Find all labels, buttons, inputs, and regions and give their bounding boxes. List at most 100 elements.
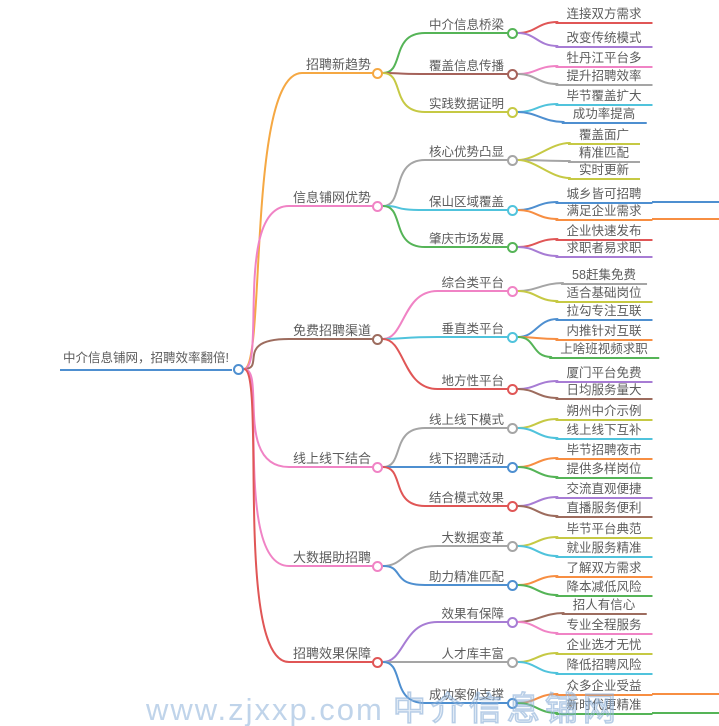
leaf-node[interactable]: 提供多样岗位 — [555, 462, 653, 479]
leaf-node[interactable]: 企业选才无忧 — [555, 638, 653, 655]
subbranch-node[interactable]: 效果有保障 — [441, 607, 504, 621]
connector-line — [382, 205, 508, 248]
connector-line — [382, 32, 508, 74]
subbranch-collapse-dot[interactable] — [506, 241, 518, 253]
subbranch-node[interactable]: 肇庆市场发展 — [428, 232, 504, 246]
branch-node[interactable]: 信息铺网优势 — [292, 190, 371, 205]
subbranch-node[interactable]: 保山区域覆盖 — [428, 195, 504, 209]
leaf-node[interactable]: 成功率提高 — [561, 107, 647, 124]
branch-node[interactable]: 招聘新趋势 — [305, 57, 371, 72]
subbranch-node[interactable]: 成功案例支撑 — [428, 688, 504, 702]
connector-line — [517, 159, 571, 179]
subbranch-node[interactable]: 实践数据证明 — [428, 97, 504, 111]
subbranch-collapse-dot[interactable] — [506, 461, 518, 473]
leaf-node[interactable]: 改变传统模式 — [555, 31, 653, 48]
subbranch-collapse-dot[interactable] — [506, 285, 518, 297]
subbranch-node[interactable]: 结合模式效果 — [428, 491, 504, 505]
subbranch-node[interactable]: 人才库丰富 — [441, 647, 504, 661]
subbranch-node[interactable]: 中介信息桥梁 — [428, 18, 504, 32]
branch-collapse-dot[interactable] — [371, 67, 383, 79]
leaf-node[interactable]: 精准匹配 — [567, 146, 641, 163]
connector-line — [517, 65, 559, 75]
subbranch-collapse-dot[interactable] — [506, 422, 518, 434]
connector-line — [382, 205, 508, 211]
subbranch-collapse-dot[interactable] — [506, 656, 518, 668]
subbranch-collapse-dot[interactable] — [506, 331, 518, 343]
branch-collapse-dot[interactable] — [371, 333, 383, 345]
leaf-node[interactable]: 牡丹江平台多 — [555, 51, 653, 68]
leaf-node[interactable]: 众多企业受益 — [555, 679, 653, 696]
subbranch-node[interactable]: 助力精准匹配 — [428, 570, 504, 584]
leaf-node[interactable]: 厦门平台免费 — [555, 366, 653, 383]
subbranch-collapse-dot[interactable] — [506, 579, 518, 591]
leaf-node[interactable]: 毕节覆盖扩大 — [555, 89, 653, 106]
leaf-node[interactable]: 企业快速发布 — [555, 224, 653, 241]
connector-line — [517, 584, 559, 596]
subbranch-node[interactable]: 综合类平台 — [441, 276, 504, 290]
leaf-node[interactable]: 降本减低风险 — [555, 580, 653, 597]
leaf-node[interactable]: 覆盖面广 — [567, 128, 641, 145]
subbranch-node[interactable]: 线下招聘活动 — [428, 452, 504, 466]
branch-node[interactable]: 免费招聘渠道 — [292, 323, 371, 338]
leaf-node[interactable]: 内推针对互联 — [555, 324, 653, 341]
root-node[interactable]: 中介信息铺网，招聘效率翻倍! — [60, 351, 232, 371]
connector-line — [382, 621, 508, 663]
branch-collapse-dot[interactable] — [371, 200, 383, 212]
leaf-node[interactable]: 连接双方需求 — [555, 7, 653, 24]
connector-line — [517, 418, 559, 429]
leaf-node[interactable]: 招人有信心 — [561, 598, 647, 615]
branch-node[interactable]: 大数据助招聘 — [292, 550, 371, 565]
subbranch-collapse-dot[interactable] — [506, 68, 518, 80]
connector-line — [517, 103, 559, 113]
subbranch-collapse-dot[interactable] — [506, 204, 518, 216]
connector-line — [517, 652, 559, 663]
branch-collapse-dot[interactable] — [371, 656, 383, 668]
leaf-node[interactable]: 满足企业需求 — [555, 204, 653, 221]
root-collapse-dot[interactable] — [232, 363, 244, 375]
subbranch-collapse-dot[interactable] — [506, 106, 518, 118]
leaf-node[interactable]: 拉勾专注互联 — [555, 304, 653, 321]
connector-line — [517, 661, 559, 674]
leaf-node[interactable]: 毕节平台典范 — [555, 522, 653, 539]
subbranch-collapse-dot[interactable] — [506, 697, 518, 709]
branch-collapse-dot[interactable] — [371, 461, 383, 473]
branch-node[interactable]: 线上线下结合 — [292, 451, 371, 466]
leaf-node[interactable]: 求职者易求职 — [555, 241, 653, 258]
connector-line — [517, 111, 565, 123]
leaf-node[interactable]: 交流直观便捷 — [555, 482, 653, 499]
subbranch-node[interactable]: 核心优势凸显 — [428, 145, 504, 159]
branch-collapse-dot[interactable] — [371, 560, 383, 572]
leaf-node[interactable]: 专业全程服务 — [555, 618, 653, 635]
branch-node[interactable]: 招聘效果保障 — [292, 646, 371, 661]
leaf-node[interactable]: 直播服务便利 — [555, 501, 653, 518]
leaf-node[interactable]: 新时代更精准 — [555, 698, 653, 715]
connector-line — [382, 661, 508, 704]
leaf-node[interactable]: 朔州中介示例 — [555, 404, 653, 421]
leaf-node[interactable]: 降低招聘风险 — [555, 658, 653, 675]
leaf-node[interactable]: 了解双方需求 — [555, 561, 653, 578]
subbranch-collapse-dot[interactable] — [506, 383, 518, 395]
subbranch-node[interactable]: 线上线下模式 — [428, 413, 504, 427]
leaf-node[interactable]: 58赶集免费 — [561, 268, 647, 285]
leaf-node[interactable]: 城乡皆可招聘 — [555, 187, 653, 204]
subbranch-collapse-dot[interactable] — [506, 27, 518, 39]
leaf-node[interactable]: 就业服务精准 — [555, 541, 653, 558]
leaf-node[interactable]: 适合基础岗位 — [555, 286, 653, 303]
subbranch-node[interactable]: 垂直类平台 — [441, 322, 504, 336]
leaf-node[interactable]: 毕节招聘夜市 — [555, 443, 653, 460]
leaf-node[interactable]: 实时更新 — [567, 163, 641, 180]
connector-line — [382, 338, 508, 390]
subbranch-node[interactable]: 大数据变革 — [441, 531, 504, 545]
subbranch-collapse-dot[interactable] — [506, 154, 518, 166]
subbranch-node[interactable]: 覆盖信息传播 — [428, 59, 504, 73]
leaf-node[interactable]: 提升招聘效率 — [555, 69, 653, 86]
leaf-node[interactable]: 日均服务量大 — [555, 383, 653, 400]
leaf-node[interactable]: 线上线下互补 — [555, 423, 653, 440]
subbranch-collapse-dot[interactable] — [506, 500, 518, 512]
subbranch-collapse-dot[interactable] — [506, 616, 518, 628]
subbranch-collapse-dot[interactable] — [506, 540, 518, 552]
leaf-node[interactable]: 上啥班视频求职 — [549, 342, 659, 359]
subbranch-node[interactable]: 地方性平台 — [441, 374, 504, 388]
